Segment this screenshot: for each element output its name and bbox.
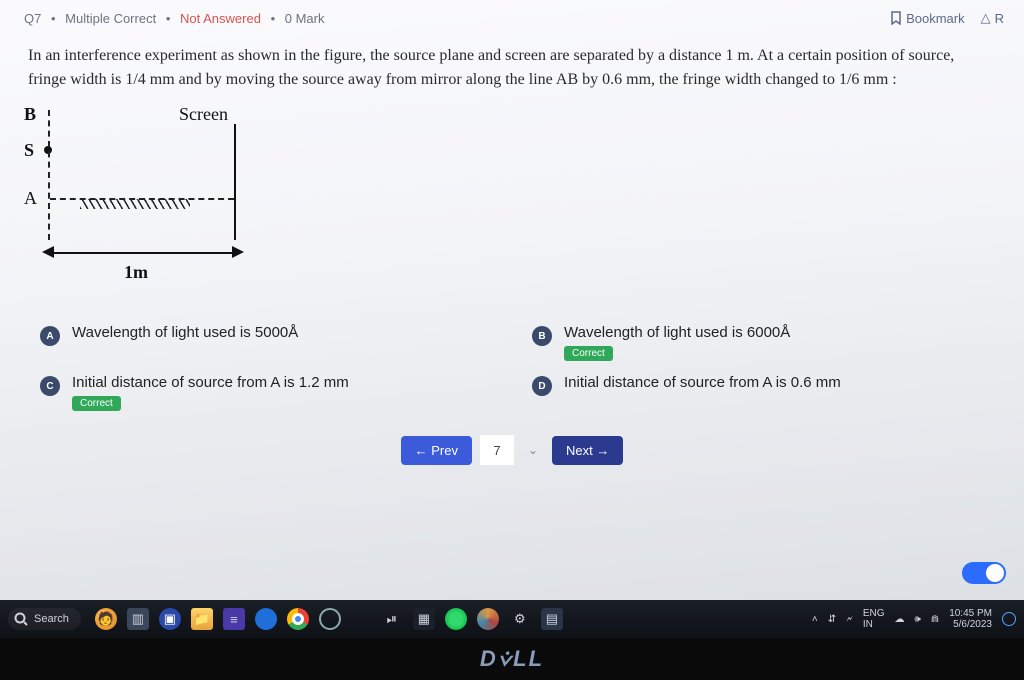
app-icon[interactable]: ≡ xyxy=(223,608,245,630)
app-icon[interactable]: ▥ xyxy=(127,608,149,630)
app-icon[interactable]: ▣ xyxy=(159,608,181,630)
page-number[interactable]: 7 xyxy=(480,435,514,465)
app-icon[interactable] xyxy=(319,608,341,630)
chevron-down-icon[interactable]: ⌄ xyxy=(522,443,544,457)
app-icon[interactable]: 🧑 xyxy=(95,608,117,630)
option-c[interactable]: C Initial distance of source from A is 1… xyxy=(40,374,512,396)
app-icon[interactable] xyxy=(445,608,467,630)
volume-icon[interactable]: 🕪 xyxy=(914,614,920,625)
line-AB xyxy=(48,110,50,240)
nav-row: ← Prev 7 ⌄ Next → xyxy=(0,435,1024,465)
app-screen: Q7 • Multiple Correct • Not Answered • 0… xyxy=(0,0,1024,600)
answer-options: A Wavelength of light used is 5000Å B Wa… xyxy=(0,294,1024,396)
notifications-icon[interactable] xyxy=(1002,612,1016,626)
bookmark-button[interactable]: Bookmark △ R xyxy=(890,10,1004,26)
experiment-diagram: B Screen S A 1m xyxy=(24,104,284,294)
bookmark-icon xyxy=(890,11,902,25)
question-type: Multiple Correct xyxy=(65,11,156,26)
option-d[interactable]: D Initial distance of source from A is 0… xyxy=(532,374,1004,396)
screen-line xyxy=(234,124,236,240)
label-distance: 1m xyxy=(124,262,148,283)
question-header: Q7 • Multiple Correct • Not Answered • 0… xyxy=(0,0,1024,30)
label-A: A xyxy=(24,188,37,209)
date-label: 5/6/2023 xyxy=(949,619,992,630)
app-icon[interactable]: ▦ xyxy=(413,608,435,630)
laptop-bezel: D⩒LL xyxy=(0,638,1024,680)
next-button[interactable]: Next → xyxy=(552,436,623,465)
option-text-b: Wavelength of light used is 6000Å xyxy=(564,324,790,341)
toggle-switch[interactable] xyxy=(962,562,1006,584)
app-icon[interactable] xyxy=(255,608,277,630)
flag-label: R xyxy=(995,11,1004,26)
battery-icon[interactable]: 🗲 xyxy=(846,614,853,625)
app-icon[interactable] xyxy=(477,608,499,630)
correct-tag-b: Correct xyxy=(564,346,613,361)
option-text-c: Initial distance of source from A is 1.2… xyxy=(72,374,349,391)
option-badge-b: B xyxy=(532,326,552,346)
bullet: • xyxy=(271,11,276,26)
correct-tag-c: Correct xyxy=(72,396,121,411)
flag-icon: △ xyxy=(981,10,991,26)
answer-status: Not Answered xyxy=(180,11,261,26)
bullet: • xyxy=(51,11,56,26)
distance-line xyxy=(50,252,236,254)
file-explorer-icon[interactable]: 📁 xyxy=(191,608,213,630)
prev-button[interactable]: ← Prev xyxy=(401,436,472,465)
arrow-right xyxy=(232,246,244,258)
taskbar-apps: 🧑 ▥ ▣ 📁 ≡ ⏯ ▦ ⚙ ▤ xyxy=(95,608,563,630)
tray-icon[interactable]: ⇵ xyxy=(828,614,836,625)
brand-logo: D⩒LL xyxy=(480,646,544,672)
option-text-d: Initial distance of source from A is 0.6… xyxy=(564,374,841,391)
question-text: In an interference experiment as shown i… xyxy=(0,30,1024,92)
wifi-icon[interactable]: ⋒ xyxy=(931,614,939,625)
option-a[interactable]: A Wavelength of light used is 5000Å xyxy=(40,324,512,346)
language-indicator[interactable]: ENGIN xyxy=(863,608,885,630)
bookmark-label: Bookmark xyxy=(906,11,965,26)
arrow-left xyxy=(42,246,54,258)
option-text-a: Wavelength of light used is 5000Å xyxy=(72,324,298,341)
app-icon[interactable]: ⏯ xyxy=(381,608,403,630)
system-tray: ˄ ⇵ 🗲 ENGIN ☁ 🕪 ⋒ 10:45 PM 5/6/2023 xyxy=(812,600,1016,638)
label-S: S xyxy=(24,140,34,161)
option-badge-c: C xyxy=(40,376,60,396)
cloud-icon[interactable]: ☁ xyxy=(894,614,904,625)
clock[interactable]: 10:45 PM 5/6/2023 xyxy=(949,608,992,630)
bullet: • xyxy=(166,11,171,26)
mirror-hatch xyxy=(80,199,190,209)
windows-taskbar: Search 🧑 ▥ ▣ 📁 ≡ ⏯ ▦ ⚙ ▤ ˄ ⇵ 🗲 ENGIN ☁ 🕪… xyxy=(0,600,1024,638)
app-icon[interactable]: ⚙ xyxy=(509,608,531,630)
app-icon[interactable]: ▤ xyxy=(541,608,563,630)
search-icon xyxy=(14,612,28,626)
search-label: Search xyxy=(34,613,69,625)
label-screen: Screen xyxy=(179,104,228,125)
tray-chevron-icon[interactable]: ˄ xyxy=(812,614,818,625)
option-badge-a: A xyxy=(40,326,60,346)
header-meta: Q7 • Multiple Correct • Not Answered • 0… xyxy=(24,11,330,26)
time-label: 10:45 PM xyxy=(949,608,992,619)
question-number: Q7 xyxy=(24,11,41,26)
taskbar-search[interactable]: Search xyxy=(8,608,81,630)
chrome-icon[interactable] xyxy=(287,608,309,630)
label-B: B xyxy=(24,104,36,125)
option-badge-d: D xyxy=(532,376,552,396)
mark-value: 0 Mark xyxy=(285,11,325,26)
option-b[interactable]: B Wavelength of light used is 6000Å Corr… xyxy=(532,324,1004,346)
